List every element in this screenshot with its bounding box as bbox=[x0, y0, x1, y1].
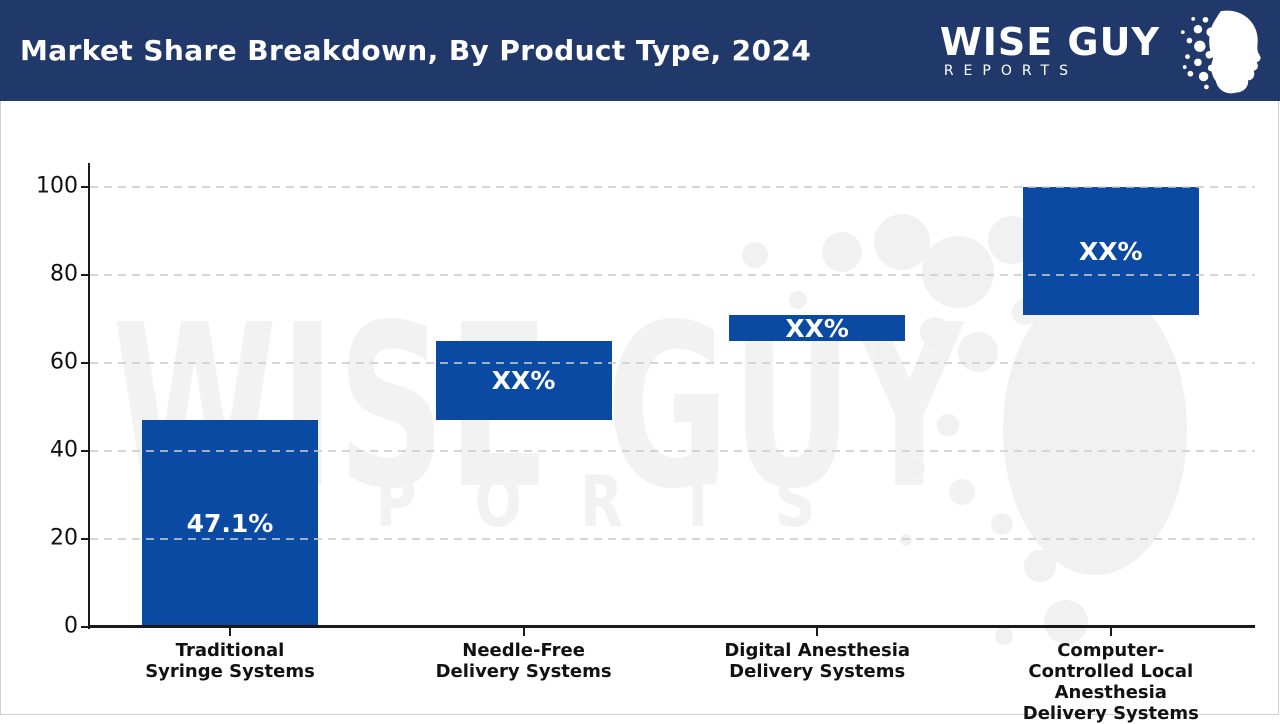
x-category-label: Needle-Free Delivery Systems bbox=[435, 640, 612, 682]
bar-value-label: XX% bbox=[785, 313, 849, 343]
logo-text: WISE GUY REPORTS bbox=[940, 22, 1160, 79]
x-category-label: Computer- Controlled Local Anesthesia De… bbox=[1022, 640, 1199, 724]
bar-segment: 47.1% bbox=[142, 419, 318, 627]
y-tick-label: 0 bbox=[64, 613, 78, 639]
y-tick-mark bbox=[81, 626, 90, 628]
y-tick-label: 20 bbox=[50, 525, 78, 551]
bar-segment: XX% bbox=[729, 313, 906, 343]
y-tick-label: 80 bbox=[50, 261, 78, 287]
x-tick-mark bbox=[229, 627, 231, 636]
x-axis-spine bbox=[88, 625, 1255, 628]
logo-face-icon bbox=[1180, 10, 1261, 93]
gridline bbox=[90, 450, 1255, 452]
gridline bbox=[90, 274, 1255, 276]
y-tick-mark bbox=[81, 274, 90, 276]
x-category-label: Traditional Syringe Systems bbox=[145, 640, 315, 682]
gridline bbox=[90, 538, 1255, 540]
y-tick-mark bbox=[81, 362, 90, 364]
y-tick-mark bbox=[81, 186, 90, 188]
logo-name: WISE GUY bbox=[939, 20, 1160, 64]
bar-value-label: XX% bbox=[1078, 236, 1143, 266]
wise-guy-reports-logo: WISE GUY REPORTS bbox=[940, 0, 1266, 101]
bar-value-label: XX% bbox=[491, 366, 556, 396]
y-tick-label: 40 bbox=[50, 437, 78, 463]
y-tick-mark bbox=[81, 450, 90, 452]
y-tick-mark bbox=[81, 538, 90, 540]
page-title: Market Share Breakdown, By Product Type,… bbox=[20, 34, 812, 67]
y-tick-label: 60 bbox=[50, 349, 78, 375]
x-tick-mark bbox=[816, 627, 819, 636]
logo-subtext: REPORTS bbox=[943, 63, 1078, 79]
bar-segment: XX% bbox=[435, 341, 612, 420]
y-tick-label: 100 bbox=[36, 173, 78, 199]
bar-value-label: 47.1% bbox=[186, 508, 274, 538]
gridline bbox=[90, 362, 1255, 364]
header-bar: Market Share Breakdown, By Product Type,… bbox=[0, 0, 1280, 101]
x-tick-mark bbox=[1109, 627, 1112, 636]
gridline bbox=[90, 186, 1255, 188]
x-tick-mark bbox=[522, 627, 525, 636]
bar-segment: XX% bbox=[1022, 187, 1199, 316]
y-axis-spine bbox=[88, 163, 90, 629]
x-category-label: Digital Anesthesia Delivery Systems bbox=[724, 640, 911, 682]
